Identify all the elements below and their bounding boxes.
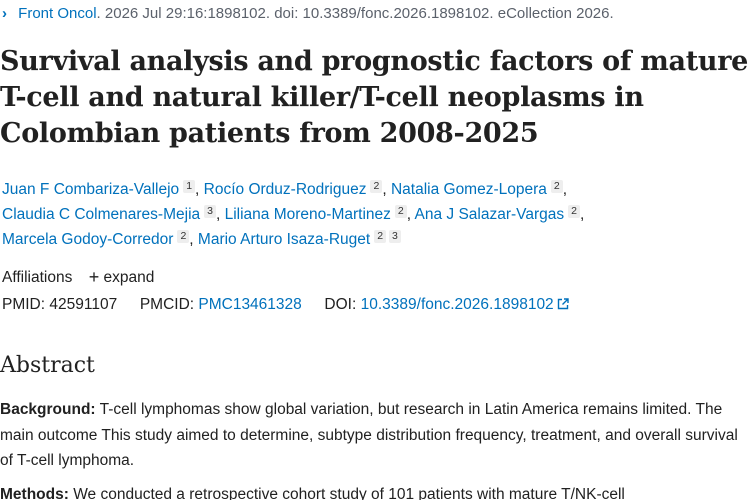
affiliation-ref[interactable]: 2	[374, 230, 387, 243]
author-link[interactable]: Claudia C Colmenares-Mejia	[2, 206, 201, 223]
author-link[interactable]: Rocío Orduz-Rodriguez	[203, 181, 367, 198]
abstract-background: Background: T-cell lymphomas show global…	[0, 397, 746, 474]
chevron-right-icon[interactable]: ›	[2, 5, 7, 22]
pmcid-link[interactable]: PMC13461328	[198, 296, 302, 313]
affiliations-label: Affiliations	[2, 269, 73, 286]
citation-line: › Front Oncol. 2026 Jul 29:16:1898102. d…	[2, 5, 614, 22]
authors-list: Juan F Combariza-Vallejo 1, Rocío Orduz-R…	[2, 180, 585, 248]
affiliation-ref[interactable]: 3	[204, 205, 216, 218]
pmcid-label: PMCID:	[139, 296, 195, 313]
doi-label: DOI:	[324, 296, 357, 313]
article-title: Survival analysis and prognostic factors…	[0, 46, 749, 149]
author-item: Juan F Combariza-Vallejo 1	[2, 180, 196, 198]
affiliation-ref[interactable]: 1	[183, 180, 196, 193]
author-link[interactable]: Natalia Gomez-Lopera	[390, 181, 547, 198]
plus-icon: +	[88, 267, 100, 287]
author-item: Rocío Orduz-Rodriguez 2	[203, 180, 383, 198]
background-text: T-cell lymphomas show global variation, …	[0, 401, 738, 469]
author-item: Ana J Salazar-Vargas 2	[414, 205, 580, 223]
background-label: Background:	[0, 401, 96, 418]
pmid-label: PMID:	[2, 296, 46, 313]
methods-text: We conducted a retrospective cohort stud…	[68, 486, 625, 500]
author-item: Mario Arturo Isaza-Ruget 2 3	[197, 230, 401, 248]
doi-link[interactable]: 10.3389/fonc.2026.1898102	[361, 296, 569, 313]
author-link[interactable]: Liliana Moreno-Martinez	[224, 206, 391, 223]
author-item: Natalia Gomez-Lopera 2	[390, 180, 563, 198]
author-link[interactable]: Ana J Salazar-Vargas	[414, 206, 565, 223]
external-link-icon	[557, 298, 569, 310]
affiliation-ref[interactable]: 2	[550, 180, 563, 193]
affiliation-ref[interactable]: 2	[394, 205, 407, 218]
author-link[interactable]: Marcela Godoy-Corredor	[2, 231, 174, 248]
pmid-value: 42591107	[49, 296, 118, 313]
methods-label: Methods:	[0, 486, 69, 500]
affiliations-toggle[interactable]: Affiliations + expand	[2, 267, 154, 288]
author-item: Marcela Godoy-Corredor 2	[2, 230, 190, 248]
author-link[interactable]: Mario Arturo Isaza-Ruget	[197, 231, 371, 248]
abstract-heading: Abstract	[0, 353, 95, 378]
journal-link[interactable]: Front Oncol	[18, 5, 97, 22]
identifiers-row: PMID: 42591107 PMCID: PMC13461328 DOI: 1…	[2, 296, 569, 314]
affiliation-ref[interactable]: 2	[370, 180, 383, 193]
affiliation-ref[interactable]: 3	[389, 230, 401, 243]
affiliation-ref[interactable]: 2	[177, 230, 190, 243]
expand-label: expand	[103, 269, 155, 286]
author-item: Liliana Moreno-Martinez 2	[224, 205, 407, 223]
abstract-methods: Methods: We conducted a retrospective co…	[0, 482, 746, 500]
doi-value: 10.3389/fonc.2026.1898102	[360, 296, 554, 313]
affiliation-ref[interactable]: 2	[568, 205, 580, 218]
author-link[interactable]: Juan F Combariza-Vallejo	[2, 181, 180, 198]
author-item: Claudia C Colmenares-Mejia 3	[2, 205, 216, 223]
citation-details: . 2026 Jul 29:16:1898102. doi: 10.3389/f…	[96, 5, 614, 22]
